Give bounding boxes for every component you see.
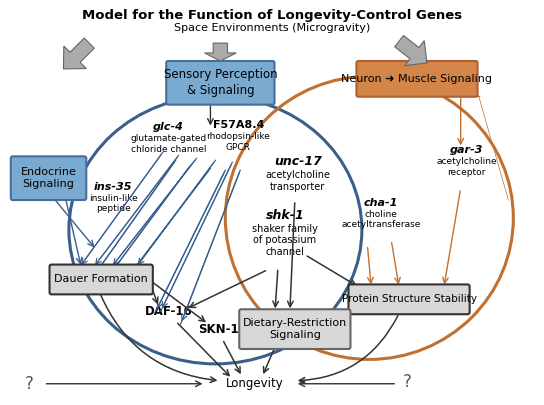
FancyBboxPatch shape bbox=[50, 264, 153, 294]
Text: Longevity: Longevity bbox=[226, 377, 284, 390]
Text: SKN-1: SKN-1 bbox=[198, 323, 239, 336]
Text: gar-3: gar-3 bbox=[450, 145, 483, 156]
Text: Sensory Perception
& Signaling: Sensory Perception & Signaling bbox=[164, 68, 277, 97]
Text: shk-1: shk-1 bbox=[265, 209, 304, 222]
Text: Model for the Function of Longevity-Control Genes: Model for the Function of Longevity-Cont… bbox=[82, 9, 462, 22]
Text: unc-17: unc-17 bbox=[274, 155, 322, 168]
Polygon shape bbox=[205, 43, 236, 61]
Polygon shape bbox=[395, 36, 427, 66]
FancyBboxPatch shape bbox=[239, 309, 350, 349]
Text: ins-35: ins-35 bbox=[94, 182, 132, 192]
Text: Dietary-Restriction
Signaling: Dietary-Restriction Signaling bbox=[243, 318, 347, 340]
FancyBboxPatch shape bbox=[356, 61, 478, 97]
Text: Space Environments (Microgravity): Space Environments (Microgravity) bbox=[174, 23, 370, 33]
Text: glc-4: glc-4 bbox=[153, 122, 184, 132]
Text: Neuron ➜ Muscle Signaling: Neuron ➜ Muscle Signaling bbox=[342, 74, 492, 84]
Text: F57A8.4: F57A8.4 bbox=[213, 121, 264, 130]
Text: ?: ? bbox=[25, 375, 34, 393]
FancyBboxPatch shape bbox=[166, 61, 275, 104]
FancyBboxPatch shape bbox=[11, 156, 86, 200]
Text: DAF-16: DAF-16 bbox=[145, 305, 193, 318]
Text: shaker family
of potassium
channel: shaker family of potassium channel bbox=[252, 224, 318, 257]
Text: Dauer Formation: Dauer Formation bbox=[54, 275, 148, 284]
Polygon shape bbox=[64, 38, 94, 69]
FancyBboxPatch shape bbox=[349, 284, 469, 314]
Text: acetylcholine
transporter: acetylcholine transporter bbox=[265, 170, 330, 192]
Text: glutamate-gated
chloride channel: glutamate-gated chloride channel bbox=[131, 134, 207, 154]
Text: Protein Structure Stability: Protein Structure Stability bbox=[342, 294, 477, 304]
Text: acetylcholine
receptor: acetylcholine receptor bbox=[436, 157, 497, 177]
Text: Endocrine
Signaling: Endocrine Signaling bbox=[21, 167, 77, 190]
Text: insulin-like
peptide: insulin-like peptide bbox=[89, 194, 138, 213]
Text: choline
acetyltransferase: choline acetyltransferase bbox=[342, 210, 421, 229]
Text: ?: ? bbox=[403, 373, 411, 391]
Text: cha-1: cha-1 bbox=[364, 198, 398, 208]
Text: rhodopsin-like
GPCR: rhodopsin-like GPCR bbox=[206, 132, 270, 152]
